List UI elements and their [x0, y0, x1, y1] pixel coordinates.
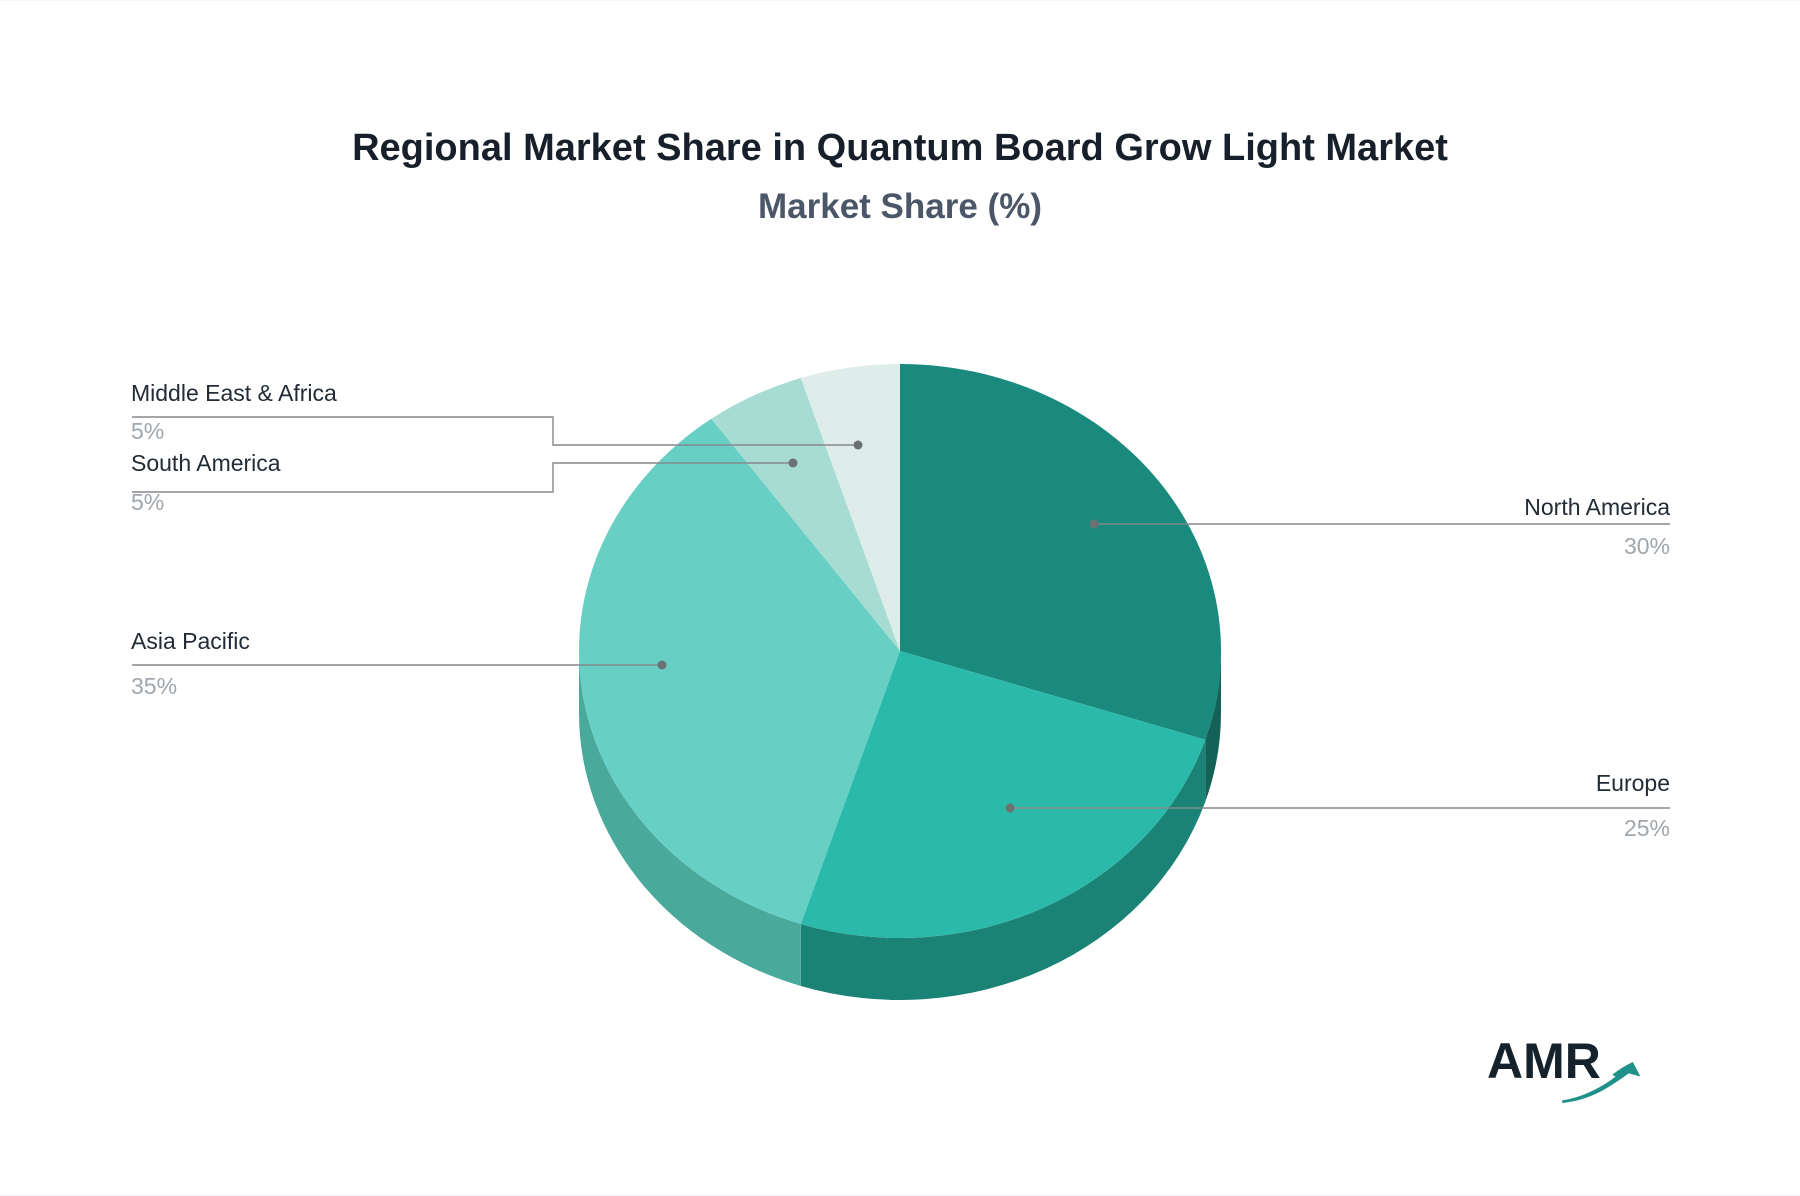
svg-text:AMR: AMR — [1487, 1033, 1601, 1089]
